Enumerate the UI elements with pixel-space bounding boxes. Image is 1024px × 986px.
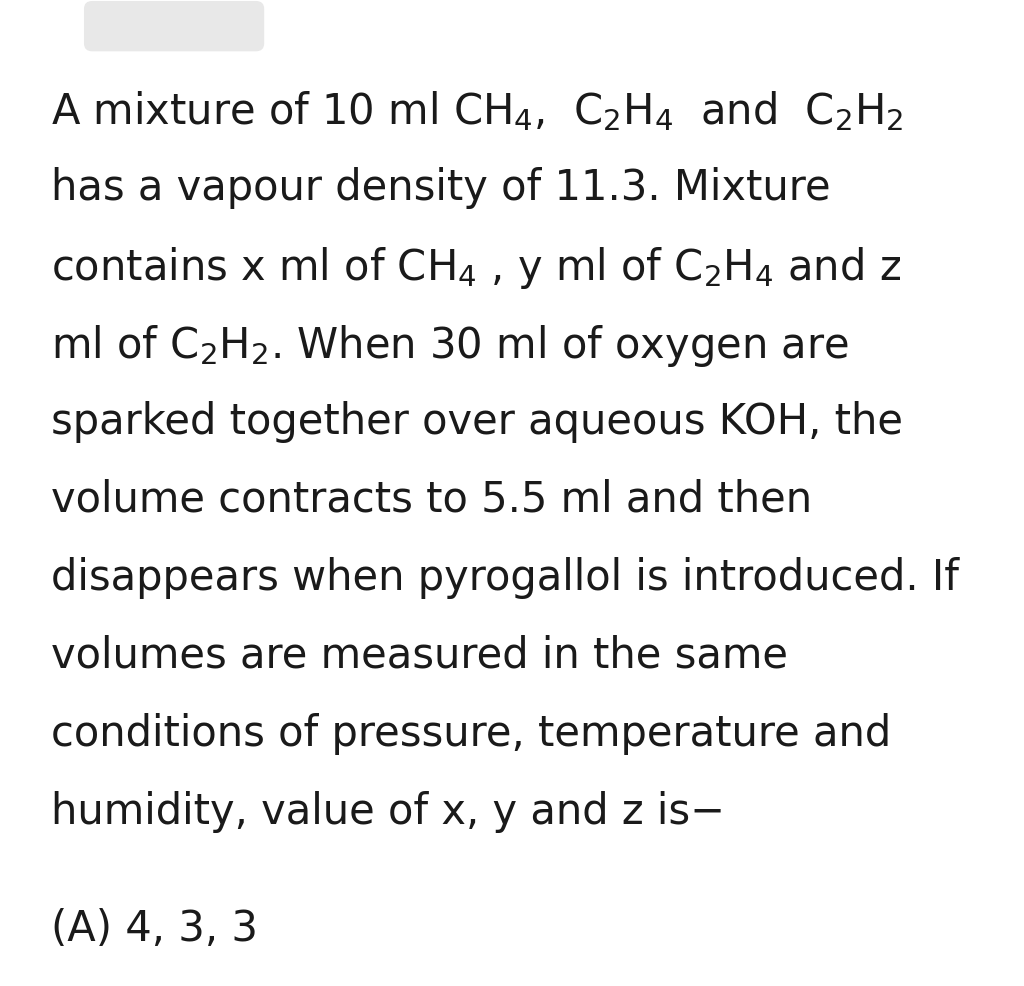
FancyBboxPatch shape (84, 2, 264, 52)
Text: ml of $\mathdefault{C_2H_2}$. When 30 ml of oxygen are: ml of $\mathdefault{C_2H_2}$. When 30 ml… (51, 322, 849, 369)
Text: sparked together over aqueous KOH, the: sparked together over aqueous KOH, the (51, 400, 903, 443)
Text: has a vapour density of 11.3. Mixture: has a vapour density of 11.3. Mixture (51, 167, 830, 209)
Text: conditions of pressure, temperature and: conditions of pressure, temperature and (51, 712, 892, 754)
Text: contains x ml of $\mathdefault{CH_4}$ , y ml of $\mathdefault{C_2H_4}$ and z: contains x ml of $\mathdefault{CH_4}$ , … (51, 245, 901, 291)
Text: disappears when pyrogallol is introduced. If: disappears when pyrogallol is introduced… (51, 556, 959, 599)
Text: volume contracts to 5.5 ml and then: volume contracts to 5.5 ml and then (51, 478, 812, 521)
Text: volumes are measured in the same: volumes are measured in the same (51, 634, 788, 676)
Text: (A) 4, 3, 3: (A) 4, 3, 3 (51, 907, 258, 950)
Text: humidity, value of x, y and z is−: humidity, value of x, y and z is− (51, 790, 725, 832)
Text: A mixture of 10 ml $\mathdefault{CH_4}$,  $\mathdefault{C_2H_4}$  and  $\mathdef: A mixture of 10 ml $\mathdefault{CH_4}$,… (51, 89, 903, 132)
